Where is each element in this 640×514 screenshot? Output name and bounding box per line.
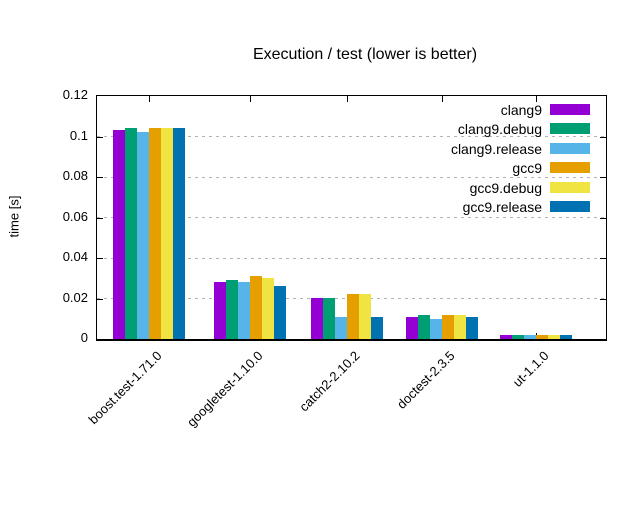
y-tick-label: 0.02	[62, 289, 88, 305]
bar-clang9.release-ut-1.1.0	[524, 335, 536, 339]
y-tick-label: 0.06	[62, 208, 88, 224]
y-tick-right	[600, 298, 606, 300]
bar-clang9.debug-catch2-2.10.2	[323, 298, 335, 339]
y-tick-left	[97, 136, 103, 138]
y-tick-left	[97, 217, 103, 219]
y-tick-label: 0.1	[69, 127, 88, 143]
y-tick-right	[600, 217, 606, 219]
y-gridline	[97, 176, 606, 178]
y-tick-right	[600, 177, 606, 178]
x-tick-label: boost.test-1.71.0	[85, 348, 165, 428]
legend-label: gcc9	[512, 160, 542, 177]
legend-label: clang9.release	[450, 140, 542, 157]
legend-swatch-icon	[550, 181, 590, 193]
y-tick-left	[97, 177, 103, 178]
y-gridline	[97, 257, 606, 259]
legend-label: gcc9.release	[462, 199, 542, 215]
bar-clang9-googletest-1.10.0	[214, 282, 226, 339]
bar-gcc9.release-doctest-2.3.5	[466, 317, 478, 339]
bar-gcc9-boost.test-1.71.0	[149, 128, 161, 339]
bar-gcc9.debug-ut-1.1.0	[548, 335, 560, 339]
legend-swatch-icon	[550, 123, 590, 135]
y-tick-right	[600, 136, 606, 138]
bar-gcc9.debug-doctest-2.3.5	[454, 315, 466, 339]
bar-clang9-doctest-2.3.5	[406, 317, 418, 339]
plot-area: clang9 clang9.debug clang9.release gcc9 gcc9…	[96, 95, 607, 341]
y-tick-right	[600, 258, 606, 259]
bar-gcc9.debug-catch2-2.10.2	[359, 294, 371, 339]
x-tick-top	[536, 96, 537, 102]
bar-gcc9-ut-1.1.0	[536, 335, 548, 339]
y-tick-label: 0.12	[62, 87, 88, 102]
legend-item-clang9: clang9	[97, 102, 606, 118]
x-tick-label: doctest-2.3.5	[393, 348, 458, 412]
x-tick-top	[149, 96, 150, 102]
bar-gcc9.release-catch2-2.10.2	[371, 317, 383, 339]
bar-clang9.debug-googletest-1.10.0	[226, 280, 238, 339]
chart-title: Execution / test (lower is better)	[0, 46, 640, 64]
legend-label: clang9	[500, 102, 542, 118]
x-tick-label: ut-1.1.0	[509, 348, 552, 390]
y-gridline	[97, 136, 606, 137]
legend-label: gcc9.debug	[469, 179, 542, 196]
bar-gcc9.debug-boost.test-1.71.0	[161, 128, 173, 339]
legend-swatch-icon	[550, 162, 590, 174]
bar-clang9-boost.test-1.71.0	[113, 130, 125, 339]
bar-gcc9.release-ut-1.1.0	[560, 335, 572, 339]
bar-clang9-ut-1.1.0	[500, 335, 512, 339]
legend-swatch-icon	[550, 104, 590, 115]
legend-label: clang9.debug	[457, 121, 542, 138]
bar-gcc9.debug-googletest-1.10.0	[262, 278, 274, 339]
bar-clang9.release-googletest-1.10.0	[238, 282, 250, 339]
bar-gcc9-googletest-1.10.0	[250, 276, 262, 339]
bar-gcc9-catch2-2.10.2	[347, 294, 359, 339]
bar-clang9.release-doctest-2.3.5	[430, 319, 442, 339]
chart-title-text: Execution / test (lower is better)	[252, 46, 478, 63]
legend-swatch-icon	[550, 201, 590, 212]
bar-clang9-catch2-2.10.2	[311, 298, 323, 339]
x-tick-top	[347, 96, 348, 102]
x-tick-label: googletest-1.10.0	[183, 348, 266, 430]
chart-canvas: Execution / test (lower is better) time …	[0, 46, 640, 430]
x-tick-label: catch2-2.10.2	[296, 348, 363, 415]
x-tick-top	[250, 96, 251, 102]
y-tick-label: 0.08	[62, 168, 88, 183]
bar-clang9.debug-ut-1.1.0	[512, 335, 524, 339]
y-gridline	[97, 217, 606, 218]
legend-swatch-icon	[550, 142, 590, 154]
bar-clang9.release-boost.test-1.71.0	[137, 132, 149, 339]
bar-gcc9-doctest-2.3.5	[442, 315, 454, 339]
y-tick-label: 0.04	[62, 249, 88, 264]
bar-clang9.release-catch2-2.10.2	[335, 317, 347, 339]
y-tick-left	[97, 258, 103, 259]
bar-clang9.debug-boost.test-1.71.0	[125, 128, 137, 339]
bar-gcc9.release-googletest-1.10.0	[274, 286, 286, 339]
bar-gcc9.release-boost.test-1.71.0	[173, 128, 185, 339]
y-tick-left	[97, 298, 103, 300]
bar-clang9.debug-doctest-2.3.5	[418, 315, 430, 339]
y-tick-label: 0	[80, 330, 88, 345]
x-tick-top	[442, 96, 443, 102]
